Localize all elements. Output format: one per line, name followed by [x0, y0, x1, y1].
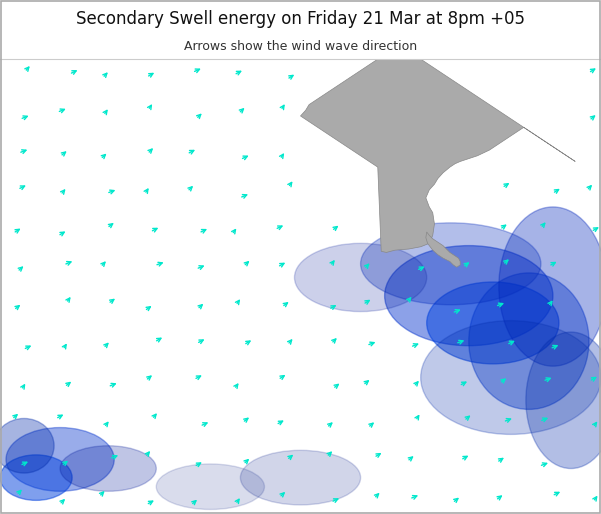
Ellipse shape: [469, 273, 589, 409]
Ellipse shape: [421, 321, 601, 434]
Polygon shape: [300, 59, 575, 252]
Text: Secondary Swell energy on Friday 21 Mar at 8pm +05: Secondary Swell energy on Friday 21 Mar …: [76, 10, 525, 28]
Ellipse shape: [0, 455, 72, 500]
Ellipse shape: [240, 450, 361, 505]
Ellipse shape: [385, 246, 553, 346]
Polygon shape: [426, 232, 460, 267]
Ellipse shape: [294, 243, 427, 311]
Ellipse shape: [361, 223, 541, 305]
Ellipse shape: [6, 428, 114, 491]
Ellipse shape: [0, 418, 54, 473]
Ellipse shape: [526, 332, 601, 469]
Ellipse shape: [427, 282, 559, 364]
Ellipse shape: [156, 464, 264, 509]
Ellipse shape: [60, 446, 156, 491]
Ellipse shape: [499, 207, 601, 366]
Text: Arrows show the wind wave direction: Arrows show the wind wave direction: [184, 40, 417, 52]
